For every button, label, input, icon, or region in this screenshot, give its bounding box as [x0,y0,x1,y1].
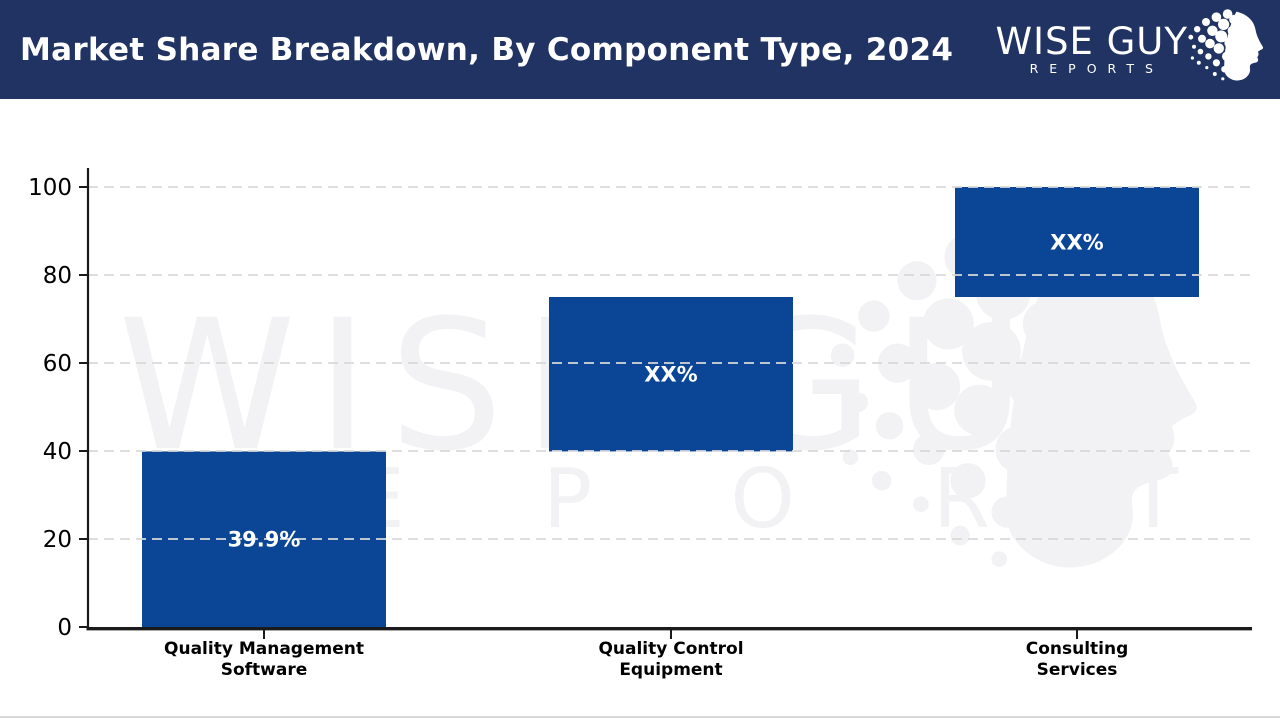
page-title: Market Share Breakdown, By Component Typ… [20,31,954,68]
y-tick-label: 20 [43,527,72,553]
category-label: Consulting Services [1025,639,1129,680]
figure-bottom-border [0,716,1280,718]
category-label: Quality Control Equipment [598,639,744,680]
bar-value-label: 39.9% [228,528,301,552]
wiseguy-logo-text: WISE GUY REPORTS [996,23,1188,76]
logo-wordmark: WISE GUY [995,20,1188,64]
y-tick-label: 40 [43,439,72,465]
wiseguy-logo: WISE GUY REPORTS [996,8,1266,92]
wiseguy-head-icon [1188,8,1264,81]
logo-subtitle: REPORTS [1029,61,1164,77]
y-tick-label: 60 [43,351,72,377]
y-tick-label: 0 [57,615,72,641]
header-bar: Market Share Breakdown, By Component Typ… [0,0,1280,99]
bar-value-label: XX% [1050,231,1103,255]
category-label: Quality Management Software [164,639,364,680]
y-tick-label: 100 [28,175,72,201]
bar-segment [549,297,793,452]
y-tick-label: 80 [43,263,72,289]
bar-value-label: XX% [644,363,697,387]
